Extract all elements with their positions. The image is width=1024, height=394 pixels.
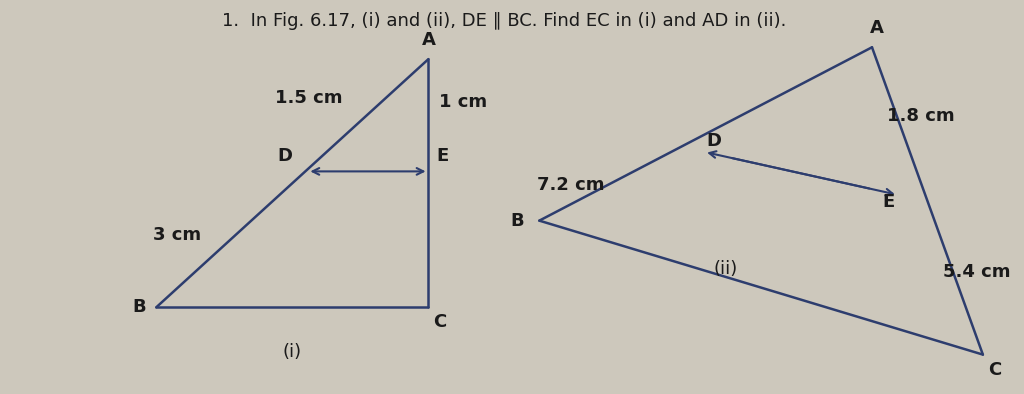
- Text: 7.2 cm: 7.2 cm: [537, 176, 604, 194]
- Text: (i): (i): [283, 343, 302, 361]
- Text: B: B: [132, 298, 146, 316]
- Text: B: B: [511, 212, 524, 230]
- Text: E: E: [882, 193, 894, 211]
- Text: A: A: [422, 31, 435, 49]
- Text: 1.5 cm: 1.5 cm: [275, 89, 343, 108]
- Text: (ii): (ii): [714, 260, 738, 278]
- Text: D: D: [278, 147, 292, 165]
- Text: C: C: [988, 361, 1001, 379]
- Text: E: E: [436, 147, 449, 165]
- Text: 1.  In Fig. 6.17, (i) and (ii), DE ∥ BC. Find EC in (i) and AD in (ii).: 1. In Fig. 6.17, (i) and (ii), DE ∥ BC. …: [222, 12, 786, 30]
- Text: C: C: [433, 313, 446, 331]
- Text: A: A: [870, 19, 884, 37]
- Text: 3 cm: 3 cm: [154, 227, 202, 244]
- Text: 1.8 cm: 1.8 cm: [887, 107, 954, 125]
- Text: D: D: [707, 132, 722, 150]
- Text: 1 cm: 1 cm: [438, 93, 486, 112]
- Text: 5.4 cm: 5.4 cm: [942, 263, 1010, 281]
